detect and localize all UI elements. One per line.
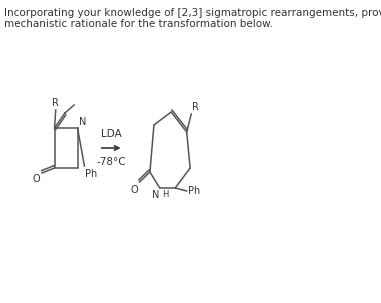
Text: Incorporating your knowledge of [2,3] sigmatropic rearrangements, provide a deta: Incorporating your knowledge of [2,3] si… [4,8,381,18]
Text: H: H [162,190,168,199]
Text: mechanistic rationale for the transformation below.: mechanistic rationale for the transforma… [4,19,273,29]
Text: Ph: Ph [85,169,97,179]
Text: O: O [32,174,40,184]
Text: -78°C: -78°C [96,157,126,167]
Text: Ph: Ph [188,186,200,196]
Text: R: R [52,98,59,108]
Text: N: N [152,190,159,200]
Text: N: N [79,117,86,127]
Text: LDA: LDA [101,129,122,139]
Text: O: O [130,185,138,195]
Text: R: R [192,102,199,112]
